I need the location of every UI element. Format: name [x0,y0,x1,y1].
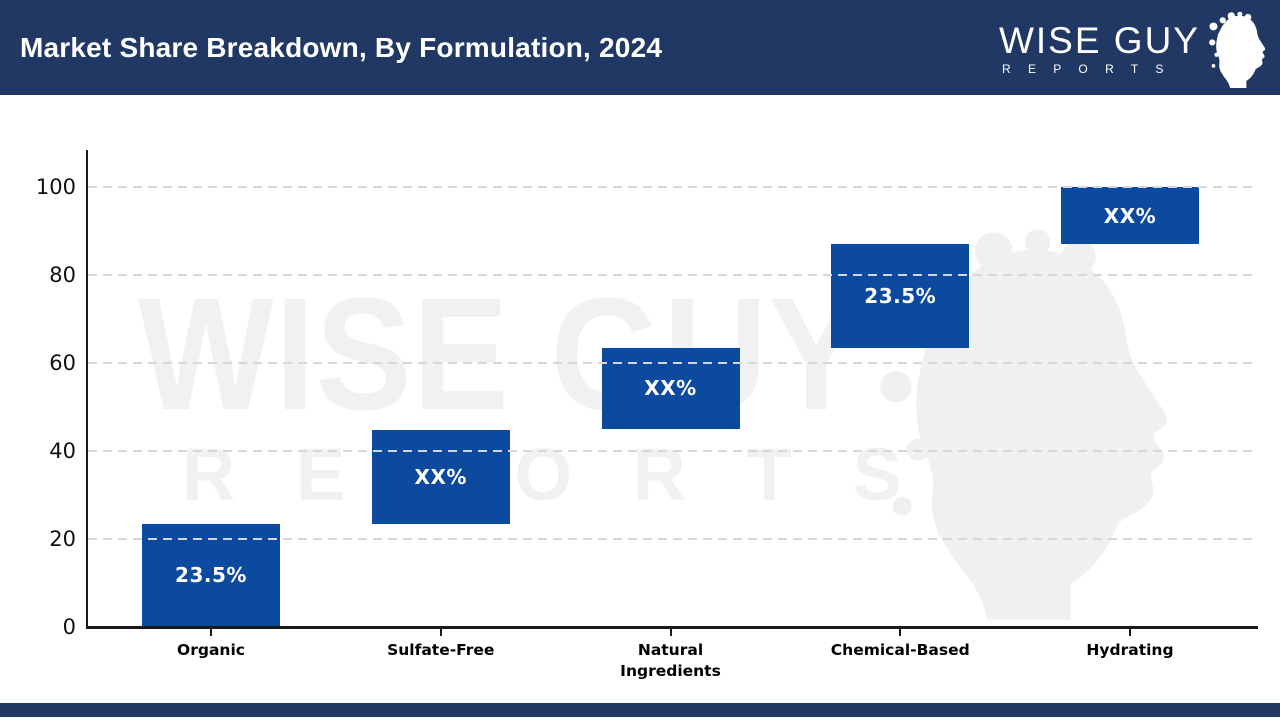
bar-chemical-based: 23.5% [831,244,970,348]
x-axis-label-natural-ingredients: Natural Ingredients [620,641,721,680]
watermark-text-line1: WISE GUY [138,264,866,443]
bar-natural-ingredients: XX% [601,347,740,429]
x-axis-line [86,626,1258,629]
bar-value-label: XX% [1103,203,1157,228]
bar-organic: 23.5% [142,523,280,627]
y-tick-label: 0 [62,615,76,639]
x-axis-label-sulfate-free: Sulfate-Free [387,641,495,659]
gridline-80 [88,274,1258,276]
wiseguy-face-icon [1204,8,1266,88]
gridline-100 [88,186,1258,188]
x-tick-chemical-based [899,629,902,636]
x-axis-label-chemical-based: Chemical-Based [830,641,970,659]
page-title: Market Share Breakdown, By Formulation, … [20,31,663,63]
watermark-text-line2: R E P O R T S [182,433,922,516]
y-tick-label: 60 [49,351,76,375]
x-tick-sulfate-free [439,629,442,636]
wiseguy-logo-text: WISE GUY R E P O R T S [998,19,1200,76]
wiseguy-logo: WISE GUY R E P O R T S [999,8,1266,88]
bar-value-label: 23.5% [175,563,247,588]
bar-sulfate-free: XX% [371,429,510,524]
x-axis-label-organic: Organic [177,641,245,659]
y-tick-label: 80 [49,263,76,287]
x-tick-natural-ingredients [669,629,672,636]
gridline-20 [88,538,1258,540]
y-tick-label: 20 [49,527,76,551]
logo-subtext: R E P O R T S [1001,61,1171,76]
y-tick-label: 40 [49,439,76,463]
x-tick-organic [210,629,212,636]
bar-value-label: XX% [414,464,467,489]
bar-value-label: XX% [644,376,697,401]
gridline-60 [88,362,1258,364]
x-tick-hydrating [1129,629,1131,636]
logo-wordmark: WISE GUY [998,19,1200,61]
footer-bar [0,703,1280,717]
bar-value-label: 23.5% [864,283,937,308]
bar-hydrating: XX% [1061,187,1199,245]
gridline-40 [88,450,1258,452]
y-axis-line [86,150,88,628]
header-bar: Market Share Breakdown, By Formulation, … [0,0,1280,95]
y-tick-label: 100 [35,175,76,199]
x-axis-label-hydrating: Hydrating [1086,641,1174,659]
